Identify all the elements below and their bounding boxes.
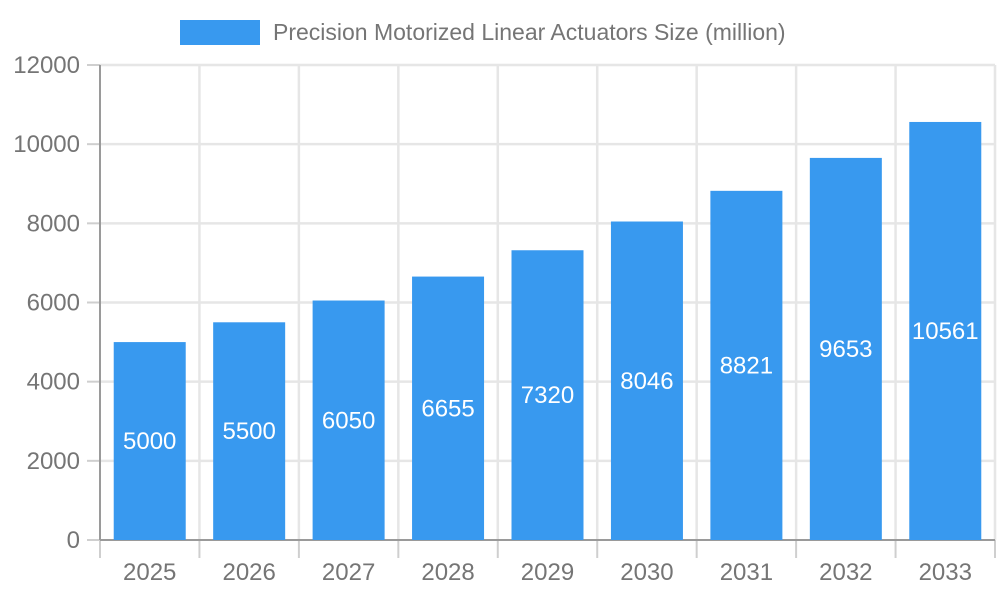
- x-axis-label: 2025: [123, 559, 176, 586]
- bar-2025: [113, 342, 186, 540]
- bar-value-label: 5500: [222, 418, 275, 445]
- y-axis-label: 0: [67, 527, 80, 554]
- y-axis-label: 8000: [27, 210, 80, 237]
- bar-value-label: 6050: [322, 407, 375, 434]
- bar-2032: [809, 157, 882, 540]
- bar-value-label: 8046: [620, 368, 673, 395]
- bar-2029: [511, 250, 584, 540]
- bar-2031: [710, 190, 783, 540]
- y-axis-label: 4000: [27, 369, 80, 396]
- x-axis-label: 2031: [720, 559, 773, 586]
- x-axis-label: 2032: [819, 559, 872, 586]
- y-axis-label: 12000: [13, 52, 80, 79]
- bar-2028: [412, 276, 485, 540]
- y-axis-label: 6000: [27, 290, 80, 317]
- bar-2033: [909, 121, 982, 540]
- legend: Precision Motorized Linear Actuators Siz…: [180, 19, 786, 46]
- legend-item[interactable]: Precision Motorized Linear Actuators Siz…: [180, 19, 786, 46]
- bar-value-label: 5000: [123, 428, 176, 455]
- x-axis-label: 2030: [620, 559, 673, 586]
- x-axis-label: 2028: [421, 559, 474, 586]
- bar-2027: [312, 300, 385, 540]
- legend-label: Precision Motorized Linear Actuators Siz…: [273, 19, 786, 45]
- bar-value-label: 10561: [912, 318, 979, 345]
- y-axis-label: 2000: [27, 448, 80, 475]
- legend-swatch: [180, 20, 260, 45]
- y-axis-label: 10000: [13, 131, 80, 158]
- x-axis-label: 2027: [322, 559, 375, 586]
- bar-2030: [610, 221, 683, 540]
- bar-2026: [213, 322, 286, 540]
- bar-value-label: 6655: [421, 395, 474, 422]
- bar-value-label: 7320: [521, 382, 574, 409]
- x-axis-label: 2026: [222, 559, 275, 586]
- bar-value-label: 9653: [819, 336, 872, 363]
- x-axis-label: 2029: [521, 559, 574, 586]
- bar-value-label: 8821: [720, 352, 773, 379]
- x-axis-label: 2033: [919, 559, 972, 586]
